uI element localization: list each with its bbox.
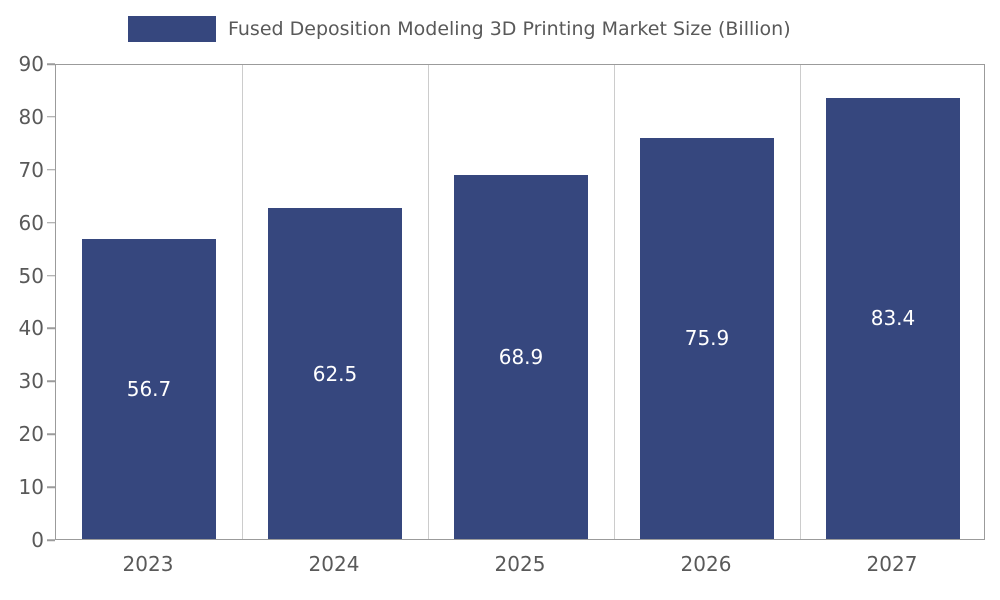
legend-swatch: [128, 16, 216, 42]
bar-value-label: 68.9: [498, 344, 544, 369]
bar-2025: 68.9: [454, 174, 588, 539]
y-tick-mark: [47, 486, 55, 488]
bar-2024: 62.5: [268, 208, 402, 539]
y-tick-mark: [47, 169, 55, 171]
y-tick-label: 10: [18, 475, 44, 500]
x-tick-label: 2025: [494, 552, 546, 576]
y-tick-mark: [47, 116, 55, 118]
gridline-vertical: [614, 65, 615, 539]
y-tick-label: 30: [18, 369, 44, 394]
y-tick-mark: [47, 221, 55, 224]
gridline-vertical: [800, 65, 801, 539]
bar-value-label: 83.4: [870, 306, 916, 331]
y-tick-mark: [47, 433, 55, 435]
y-tick-label: 80: [18, 104, 44, 129]
y-tick-label: 60: [18, 210, 44, 235]
bar-value-label: 56.7: [126, 377, 172, 402]
y-tick-label: 70: [18, 157, 44, 182]
y-tick-label: 0: [31, 528, 44, 552]
x-tick-label: 2024: [308, 552, 360, 576]
y-tick-mark: [47, 539, 55, 541]
gridline-vertical: [428, 65, 429, 539]
y-tick-mark: [47, 274, 55, 277]
y-tick-label: 40: [18, 316, 44, 341]
y-tick-label: 50: [18, 263, 44, 288]
bar-2023: 56.7: [82, 239, 216, 539]
bar-2027: 83.4: [826, 97, 960, 539]
plot-area: 56.7 62.5 68.9 75.9 83.4: [55, 64, 985, 540]
gridline-vertical: [242, 65, 243, 539]
y-tick-label: 20: [18, 422, 44, 447]
x-tick-label: 2023: [122, 552, 174, 576]
x-tick-label: 2027: [866, 552, 918, 576]
y-tick-mark: [47, 327, 55, 330]
legend-label: Fused Deposition Modeling 3D Printing Ma…: [228, 18, 791, 40]
bar-value-label: 75.9: [684, 326, 730, 351]
y-tick-mark: [47, 380, 55, 383]
bar-2026: 75.9: [640, 137, 774, 539]
bar-value-label: 62.5: [312, 361, 358, 386]
y-tick-label: 90: [18, 52, 44, 76]
y-tick-mark: [47, 63, 55, 65]
chart-legend: Fused Deposition Modeling 3D Printing Ma…: [128, 16, 791, 42]
x-tick-label: 2026: [680, 552, 732, 576]
